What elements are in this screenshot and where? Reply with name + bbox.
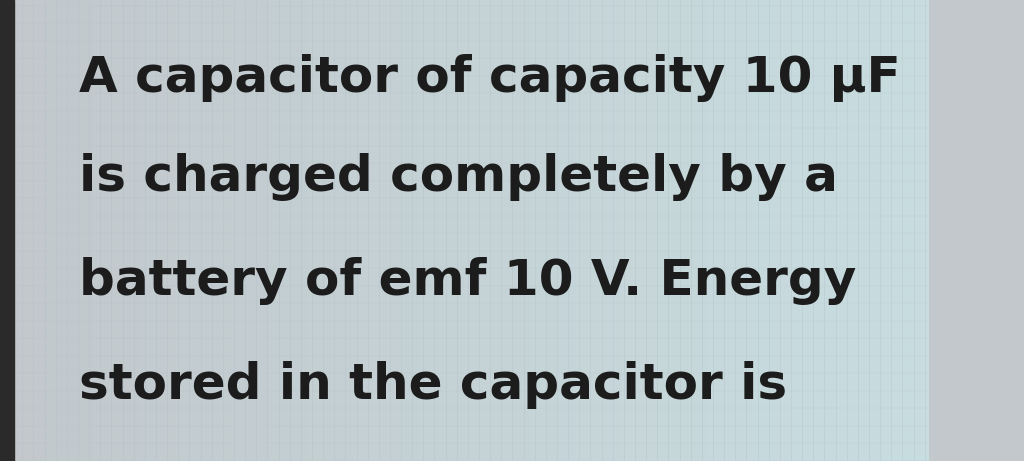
Text: is charged completely by a: is charged completely by a: [79, 154, 838, 201]
Text: battery of emf 10 V. Energy: battery of emf 10 V. Energy: [79, 257, 856, 305]
Text: A capacitor of capacity 10 μF: A capacitor of capacity 10 μF: [79, 54, 901, 102]
Bar: [0, 0, 14, 461]
Text: stored in the capacitor is: stored in the capacitor is: [79, 361, 787, 409]
